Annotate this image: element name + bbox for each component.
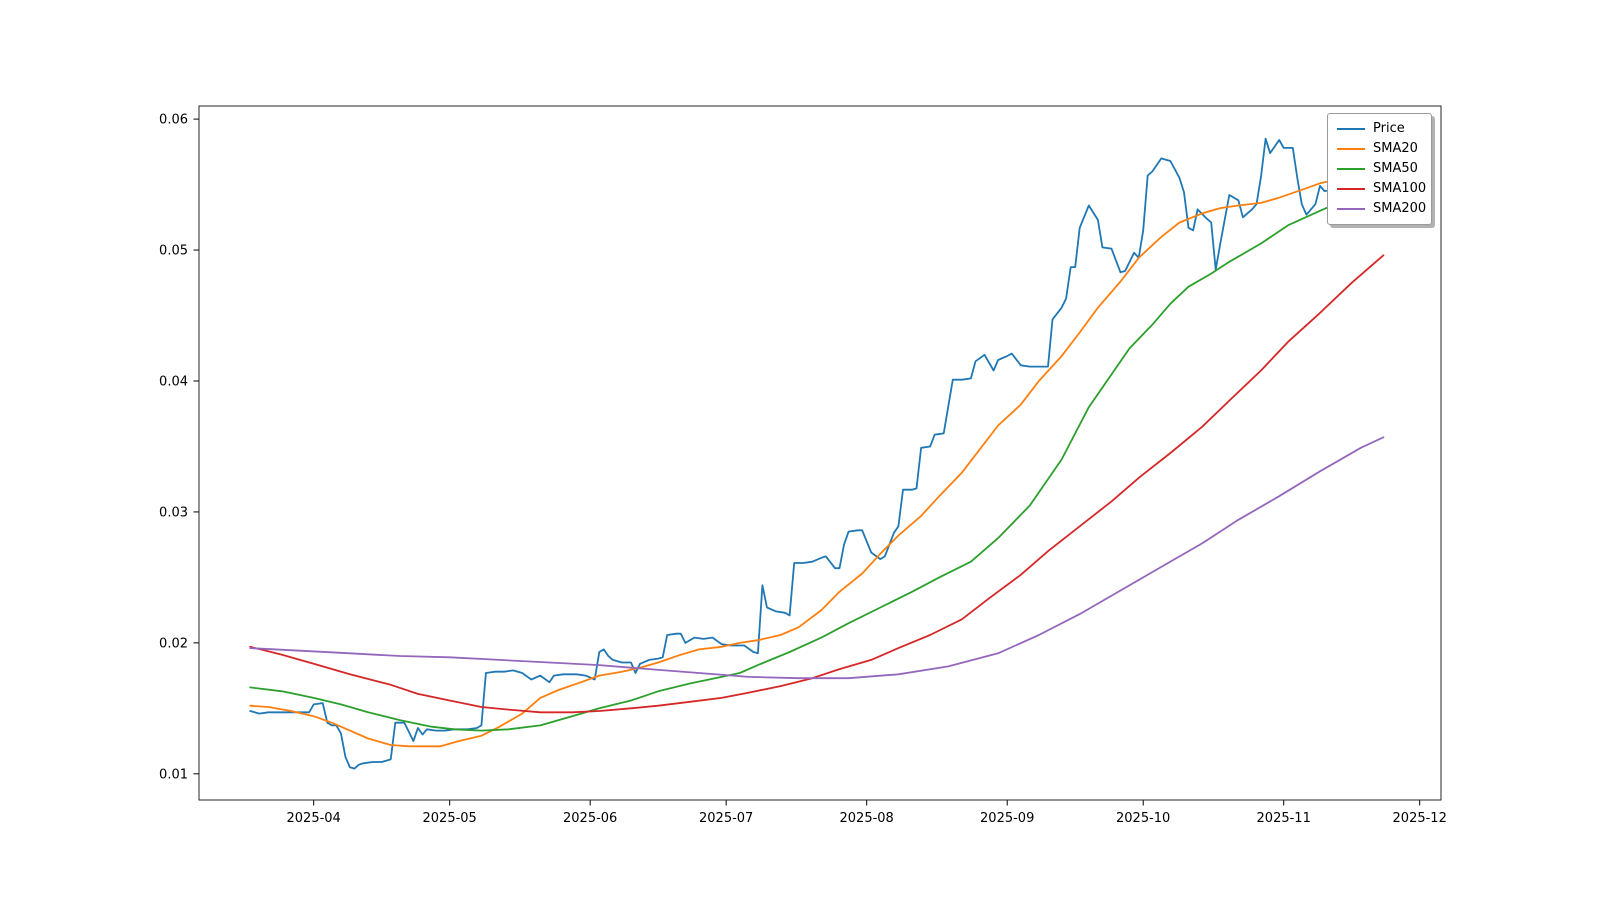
legend-line-sample [1337, 128, 1365, 130]
legend-item-sma100: SMA100 [1337, 179, 1426, 199]
x-tick-label: 2025-07 [699, 811, 753, 826]
x-tick-label: 2025-08 [840, 811, 894, 826]
x-tick-label: 2025-09 [980, 811, 1034, 826]
legend-label: SMA50 [1373, 161, 1418, 176]
legend-line-sample [1337, 208, 1365, 210]
legend-label: SMA20 [1373, 141, 1418, 156]
legend-item-sma20: SMA20 [1337, 139, 1421, 159]
legend-item-sma50: SMA50 [1337, 159, 1421, 179]
x-tick-label: 2025-11 [1257, 811, 1311, 826]
x-tick-label: 2025-05 [423, 811, 477, 826]
y-tick-label: 0.01 [159, 767, 188, 782]
legend-item-sma200: SMA200 [1337, 199, 1426, 219]
legend-item-price: Price [1337, 119, 1421, 139]
legend-line-sample [1337, 148, 1365, 150]
x-axis: 2025-04 2025-05 2025-06 2025-07 2025-08 2025-… [287, 800, 1447, 826]
series-line-price [249, 137, 1385, 770]
series-line-sma100 [249, 254, 1385, 714]
x-tick-label: 2025-06 [563, 811, 617, 826]
series-line-sma20 [249, 173, 1385, 748]
legend: Price SMA20 SMA50 SMA100 SMA200 [1327, 113, 1432, 225]
y-tick-label: 0.05 [159, 244, 188, 259]
legend-line-sample [1337, 188, 1365, 190]
y-tick-label: 0.02 [159, 636, 188, 651]
legend-label: Price [1373, 121, 1405, 136]
x-tick-label: 2025-12 [1393, 811, 1447, 826]
axes-spines [198, 105, 1442, 801]
legend-label: SMA200 [1373, 201, 1427, 216]
y-tick-label: 0.06 [159, 113, 188, 128]
plot-area [199, 106, 1441, 800]
x-tick-label: 2025-10 [1116, 811, 1170, 826]
y-tick-label: 0.04 [159, 374, 188, 389]
series-line-sma50 [249, 192, 1385, 732]
y-axis: 0.01 0.02 0.03 0.04 0.05 0.06 [159, 113, 199, 782]
legend-label: SMA100 [1373, 181, 1427, 196]
series-line-sma200 [249, 436, 1385, 680]
legend-line-sample [1337, 168, 1365, 170]
y-tick-label: 0.03 [159, 505, 188, 520]
x-tick-label: 2025-04 [287, 811, 341, 826]
